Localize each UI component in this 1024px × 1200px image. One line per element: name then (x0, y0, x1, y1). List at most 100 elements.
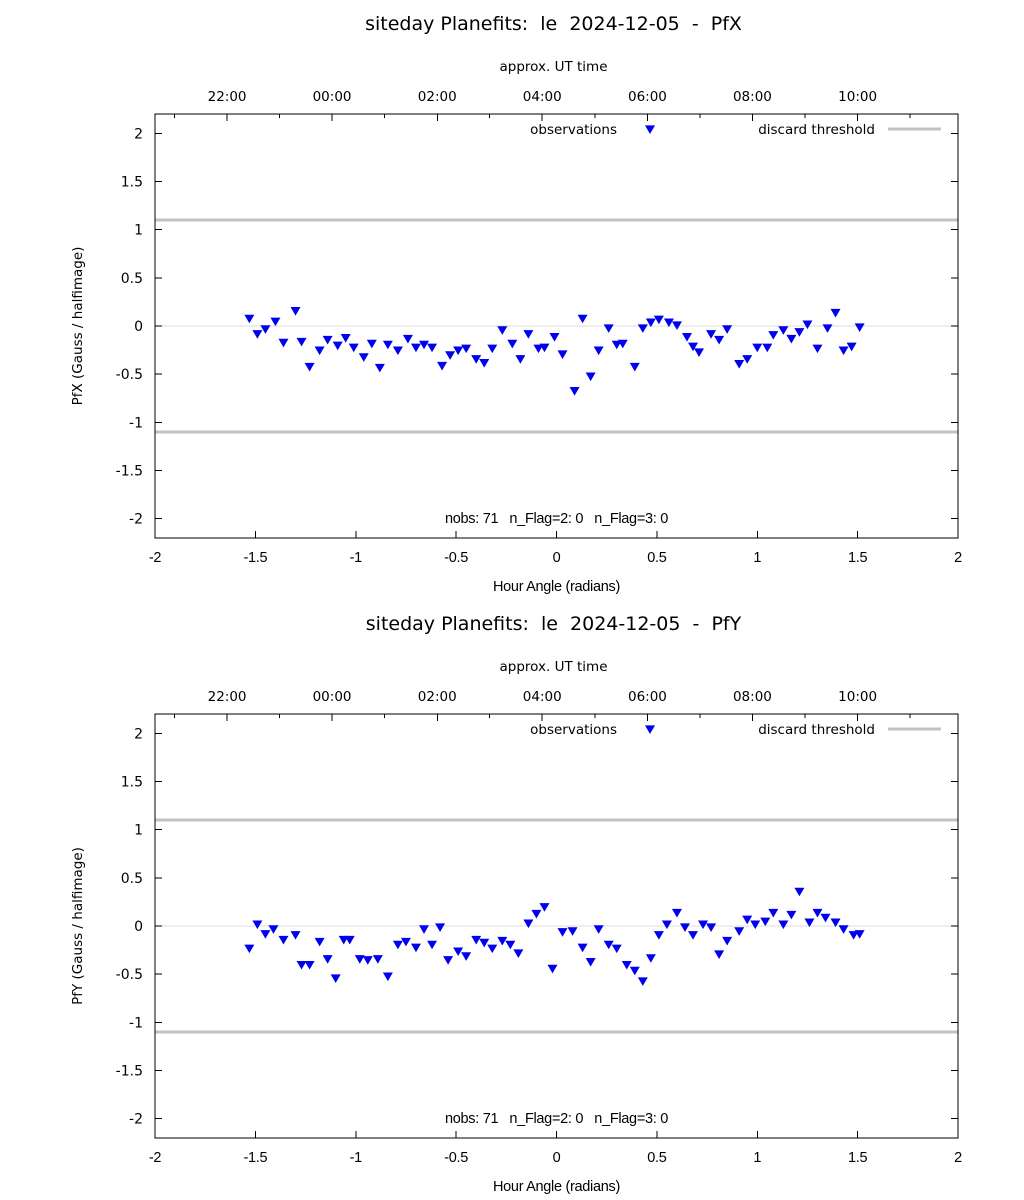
ut-axis-label: approx. UT time (500, 659, 608, 675)
observation-marker (366, 339, 377, 349)
observation-marker (332, 341, 343, 351)
observation-marker (330, 974, 341, 984)
observation-marker (270, 317, 281, 327)
observation-marker (260, 930, 271, 939)
x-tick-label: 1.5 (848, 550, 867, 566)
y-tick-label: -1.5 (116, 1064, 143, 1080)
observation-marker (531, 909, 542, 919)
observation-marker (443, 956, 454, 965)
observation-marker (734, 359, 745, 369)
observation-marker (392, 346, 403, 356)
y-tick-label: -0.5 (116, 967, 143, 983)
observation-marker (742, 355, 753, 364)
y-tick-label: 2 (134, 126, 143, 142)
observation-marker (252, 920, 263, 930)
observation-marker (497, 936, 508, 946)
observation-marker (304, 960, 315, 970)
x-tick-label: 1 (753, 1150, 761, 1166)
observation-marker (382, 340, 393, 350)
observation-marker (557, 928, 568, 937)
ut-tick-label: 00:00 (313, 89, 352, 105)
observation-marker (786, 334, 797, 344)
observation-marker (734, 927, 745, 936)
observation-marker (372, 955, 383, 964)
observation-marker (260, 325, 271, 334)
ut-tick-label: 04:00 (523, 89, 562, 105)
observation-marker (244, 944, 255, 954)
observation-marker (688, 342, 699, 352)
observation-marker (461, 952, 472, 961)
ut-tick-label: 10:00 (838, 689, 877, 705)
observation-marker (762, 343, 773, 353)
y-axis-label: PfY (Gauss / halfimage) (70, 847, 86, 1005)
observation-marker (714, 950, 725, 959)
observation-marker (637, 977, 648, 986)
observation-marker (523, 919, 534, 929)
observation-marker (296, 337, 307, 347)
x-axis-label: Hour Angle (radians) (493, 1179, 620, 1195)
x-tick-label: -0.5 (444, 1150, 468, 1166)
observation-marker (698, 920, 709, 930)
observation-marker (314, 346, 325, 356)
x-tick-label: -1.5 (243, 1150, 267, 1166)
observation-marker (688, 931, 699, 940)
observation-marker (505, 940, 516, 950)
observation-marker (427, 343, 438, 353)
y-tick-label: -1.5 (116, 464, 143, 480)
observation-marker (663, 318, 674, 328)
observation-marker (507, 339, 518, 349)
observation-marker (479, 938, 490, 948)
observation-marker (645, 954, 656, 963)
x-axis-label: Hour Angle (radians) (493, 579, 620, 595)
ut-tick-label: 22:00 (208, 689, 247, 705)
observation-marker (722, 936, 733, 946)
observation-marker (706, 330, 717, 339)
observation-marker (750, 920, 761, 930)
x-tick-label: -1.5 (243, 550, 267, 566)
observation-marker (340, 333, 351, 343)
observation-marker (278, 935, 289, 945)
observation-marker (471, 355, 482, 364)
nobs-annotation: nobs: 71 n_Flag=2: 0 n_Flag=3: 0 (445, 511, 668, 527)
x-tick-label: -1 (350, 550, 363, 566)
y-tick-label: 1 (134, 823, 143, 839)
observation-marker (362, 956, 373, 965)
observation-marker (585, 958, 596, 967)
observation-marker (742, 915, 753, 925)
observation-marker (585, 372, 596, 382)
observation-marker (435, 923, 446, 932)
observation-marker (848, 931, 859, 940)
observation-marker (437, 361, 448, 371)
y-tick-label: -0.5 (116, 367, 143, 383)
observation-marker (577, 943, 588, 953)
observation-marker (497, 326, 508, 335)
observation-marker (768, 908, 779, 918)
observation-marker (794, 328, 805, 337)
x-tick-label: -2 (149, 1150, 162, 1166)
observation-marker (671, 321, 682, 331)
observation-marker (679, 923, 690, 932)
observation-marker (645, 318, 656, 328)
observation-marker (453, 346, 464, 356)
observation-marker (637, 324, 648, 333)
observation-marker (820, 913, 831, 923)
y-tick-label: -1 (129, 415, 143, 431)
x-tick-label: 0.5 (647, 1150, 666, 1166)
observation-marker (760, 917, 771, 927)
y-tick-label: -2 (129, 512, 143, 528)
observation-marker (348, 343, 359, 353)
observation-marker (358, 353, 369, 362)
observation-marker (549, 333, 560, 342)
observation-marker (611, 340, 622, 350)
observation-marker (290, 931, 301, 940)
ut-axis-label: approx. UT time (500, 59, 608, 75)
ut-tick-label: 02:00 (418, 89, 457, 105)
observation-marker (593, 346, 604, 356)
observation-marker (653, 931, 664, 940)
legend-observations-marker-icon (645, 125, 655, 134)
plot-title: siteday Planefits: le 2024-12-05 - PfX (365, 13, 742, 35)
observation-marker (661, 920, 672, 930)
observation-marker (515, 355, 526, 364)
